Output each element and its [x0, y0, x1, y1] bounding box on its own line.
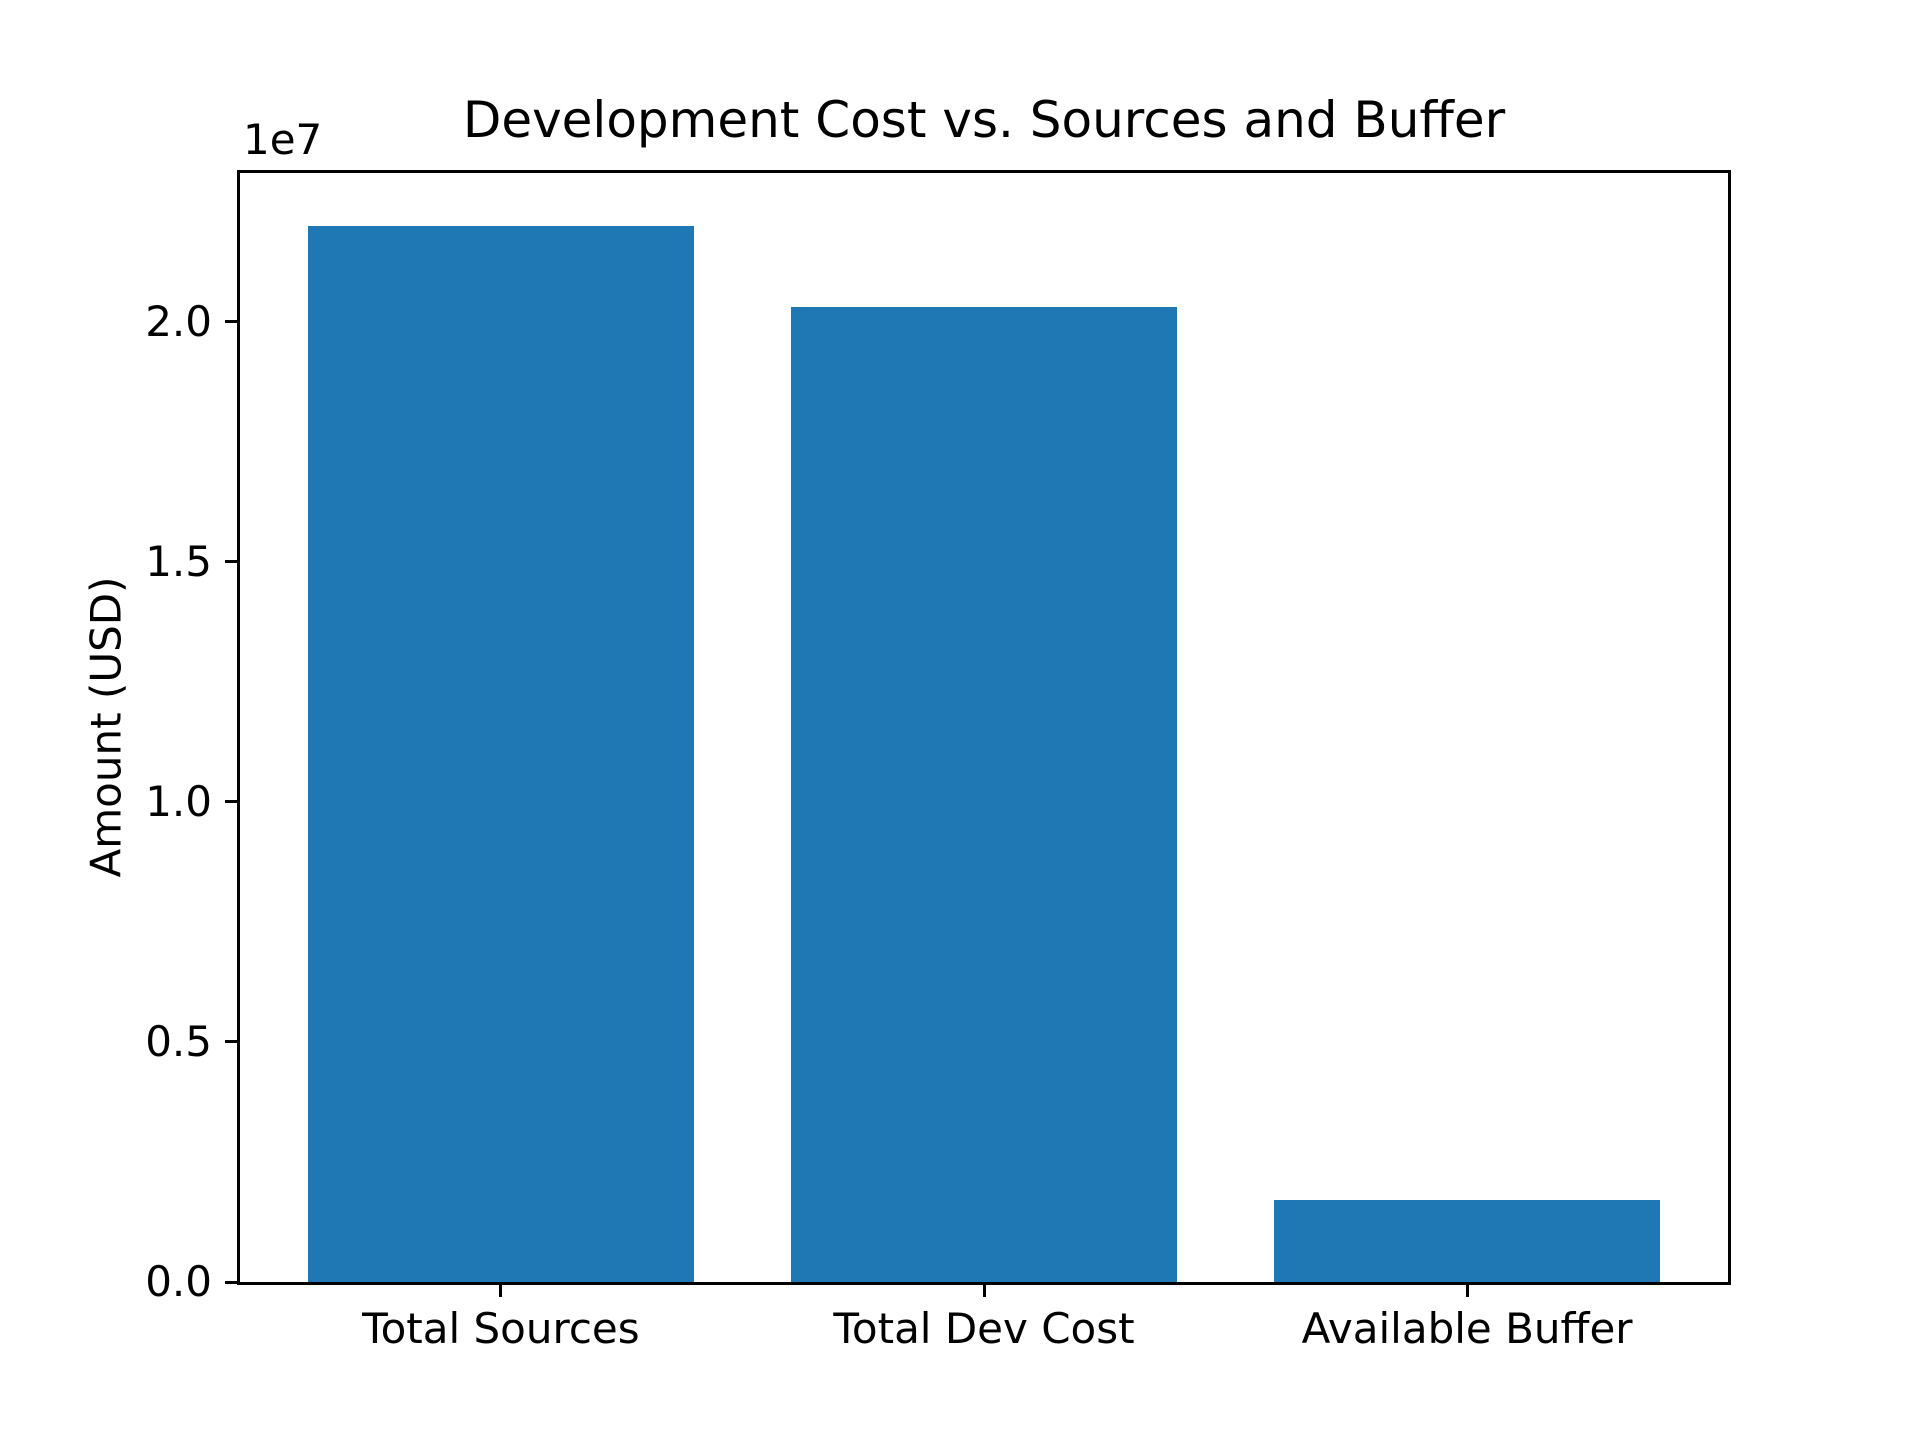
x-tick-mark	[499, 1282, 503, 1297]
y-tick-mark	[225, 560, 240, 564]
y-tick-label: 0.0	[145, 1257, 212, 1306]
y-tick-mark	[225, 800, 240, 804]
x-tick-label: Available Buffer	[1301, 1304, 1633, 1353]
y-tick-label: 0.5	[145, 1016, 212, 1066]
y-tick-mark	[225, 320, 240, 324]
bar-total-sources	[307, 225, 695, 1282]
x-tick-mark	[982, 1282, 986, 1297]
y-tick-mark	[225, 1040, 240, 1044]
x-tick-label: Total Dev Cost	[833, 1304, 1135, 1353]
bar-total-dev-cost	[790, 307, 1178, 1282]
y-tick-label: 1.0	[145, 776, 212, 826]
y-tick-label: 2.0	[145, 296, 212, 346]
x-tick-label: Total Sources	[362, 1304, 640, 1353]
y-axis-offset-label: 1e7	[243, 115, 323, 164]
y-tick-label: 1.5	[145, 536, 212, 586]
chart-title: Development Cost vs. Sources and Buffer	[462, 91, 1506, 149]
y-axis-label: Amount (USD)	[81, 576, 131, 878]
x-tick-mark	[1465, 1282, 1469, 1297]
bar-available-buffer	[1273, 1200, 1661, 1282]
y-tick-mark	[225, 1280, 240, 1284]
